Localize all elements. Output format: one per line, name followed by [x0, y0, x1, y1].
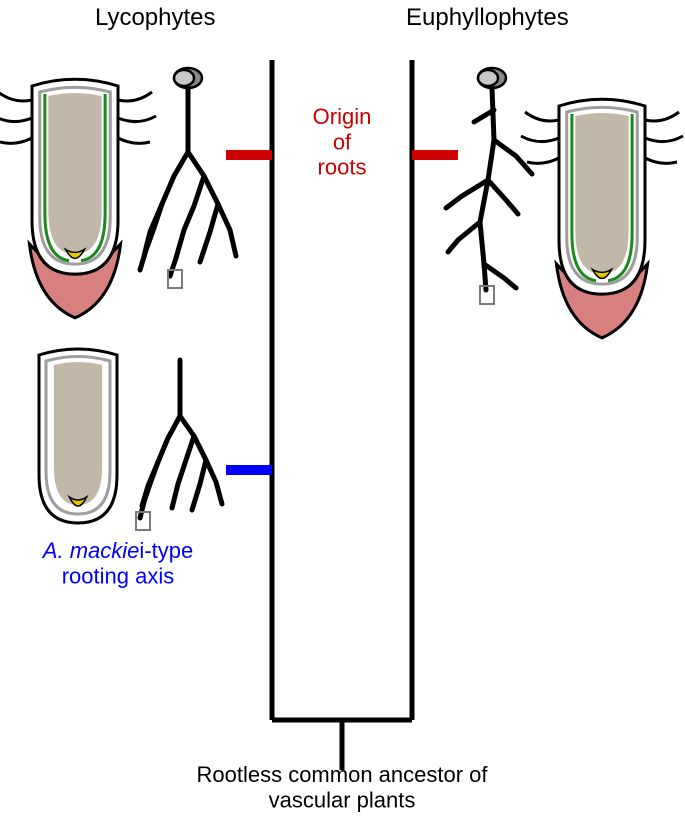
root-branch	[218, 204, 236, 256]
root-body	[48, 93, 101, 254]
root-branch	[204, 176, 218, 204]
label-origin-2: of	[333, 129, 352, 154]
lycophyte-root-cross	[0, 79, 156, 318]
lateral-root	[0, 138, 32, 143]
lateral-root	[521, 136, 559, 142]
mackiei-root-cross	[39, 349, 117, 523]
root-branch	[206, 460, 222, 504]
root-branch	[192, 460, 206, 510]
root-branch	[488, 180, 518, 214]
label-origin-1: Origin	[313, 104, 372, 129]
label-mackiei-2: rooting axis	[62, 563, 175, 588]
root-branch	[494, 140, 532, 174]
root-branch	[170, 258, 176, 276]
label-mackiei-1: A. mackiei-type	[41, 538, 193, 563]
lateral-root	[118, 116, 156, 122]
root-body	[54, 362, 102, 505]
seed-front	[174, 70, 194, 86]
label-origin-3: roots	[318, 155, 367, 180]
label-ancestor-1: Rootless common ancestor of	[196, 762, 488, 787]
lateral-root	[118, 138, 150, 143]
lycophyte-root-system	[140, 68, 236, 288]
lateral-root	[645, 158, 677, 163]
root-branch	[176, 176, 204, 258]
lateral-root	[0, 92, 32, 101]
root-branch	[484, 264, 516, 288]
euphyllophyte-root-system	[446, 68, 532, 304]
label-lycophytes: Lycophytes	[95, 4, 216, 31]
root-body	[575, 113, 628, 274]
lateral-root	[118, 92, 152, 101]
lateral-root	[527, 158, 559, 163]
label-ancestor-2: vascular plants	[269, 787, 416, 812]
lateral-root	[525, 112, 559, 121]
root-branch	[180, 416, 194, 436]
lateral-root	[0, 116, 32, 122]
root-branch	[194, 436, 206, 460]
mackiei-root-system	[136, 360, 222, 530]
root-branch	[200, 204, 218, 262]
root-branch	[172, 436, 194, 508]
label-euphyllophytes: Euphyllophytes	[406, 4, 569, 31]
root-branch	[448, 222, 480, 252]
root-branch	[188, 152, 204, 176]
lateral-root	[645, 112, 679, 121]
lateral-root	[645, 136, 683, 142]
euphyllophyte-root-cross	[521, 99, 683, 338]
seed-front	[478, 70, 498, 86]
